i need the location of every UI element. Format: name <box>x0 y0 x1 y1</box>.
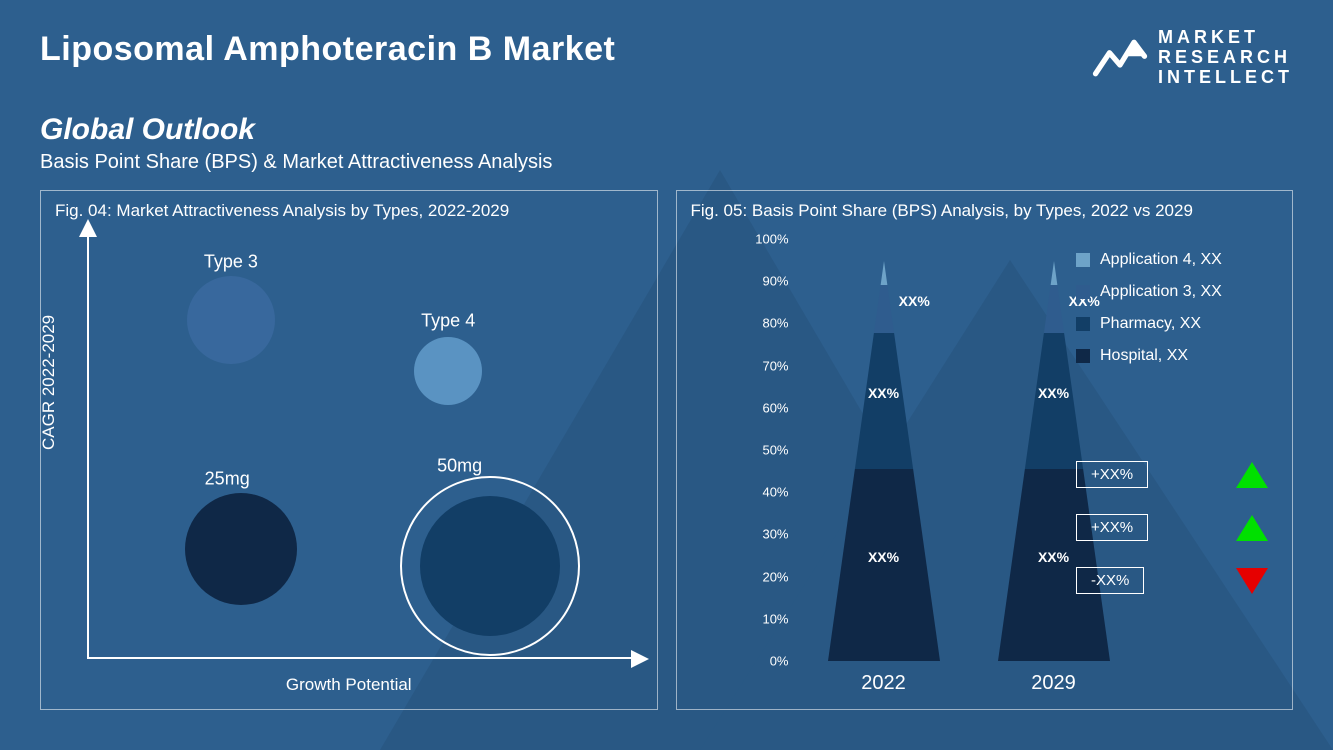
fig05-deltas: +XX% +XX% -XX% <box>1076 461 1268 620</box>
cone-segment-label: XX% <box>1038 385 1069 401</box>
logo-line2: RESEARCH <box>1158 48 1293 68</box>
bubble-label: Type 3 <box>204 251 258 272</box>
cone-segment-label: XX% <box>868 385 899 401</box>
y-tick-label: 60% <box>739 400 789 415</box>
y-tick-label: 30% <box>739 527 789 542</box>
cone-segment <box>880 261 887 285</box>
bubble <box>420 496 560 636</box>
fig05-title: Fig. 05: Basis Point Share (BPS) Analysi… <box>691 201 1279 221</box>
cone-segment <box>828 469 940 661</box>
y-tick-label: 0% <box>739 654 789 669</box>
y-tick-label: 100% <box>739 232 789 247</box>
triangle-down-icon <box>1236 568 1268 594</box>
y-tick-label: 20% <box>739 569 789 584</box>
legend-item: Pharmacy, XX <box>1076 315 1268 333</box>
panel-fig05: Fig. 05: Basis Point Share (BPS) Analysi… <box>676 190 1294 710</box>
subtitle-secondary: Basis Point Share (BPS) & Market Attract… <box>40 151 1293 174</box>
legend-label: Hospital, XX <box>1100 347 1188 365</box>
y-tick-label: 80% <box>739 316 789 331</box>
delta-row: +XX% <box>1076 514 1268 541</box>
cone-segment <box>1043 285 1063 333</box>
delta-badge: +XX% <box>1076 514 1148 541</box>
y-tick-label: 50% <box>739 443 789 458</box>
subtitle: Global Outlook <box>40 113 1293 147</box>
cone-x-label: 2029 <box>1031 672 1076 695</box>
cone-segment <box>854 333 912 469</box>
delta-row: -XX% <box>1076 567 1268 594</box>
legend-label: Application 4, XX <box>1100 251 1222 269</box>
cone-segment <box>873 285 893 333</box>
bubble <box>187 276 275 364</box>
legend-swatch <box>1076 317 1090 331</box>
fig04-x-axis-label: Growth Potential <box>41 675 657 695</box>
delta-row: +XX% <box>1076 461 1268 488</box>
legend-swatch <box>1076 285 1090 299</box>
legend-label: Application 3, XX <box>1100 283 1222 301</box>
panel-fig04: Fig. 04: Market Attractiveness Analysis … <box>40 190 658 710</box>
cone-segment-label: XX% <box>899 293 930 309</box>
fig05-legend: Application 4, XX Application 3, XX Pharma… <box>1076 251 1268 379</box>
logo-text: MARKET RESEARCH INTELLECT <box>1158 28 1293 87</box>
logo-mark-icon <box>1092 30 1148 86</box>
triangle-up-icon <box>1236 515 1268 541</box>
delta-badge: +XX% <box>1076 461 1148 488</box>
cone-segment <box>1024 333 1082 469</box>
cone-svg <box>828 261 940 661</box>
cone-segment <box>1050 261 1057 285</box>
cone-segment-label: XX% <box>1038 549 1069 565</box>
brand-logo: MARKET RESEARCH INTELLECT <box>1092 28 1293 87</box>
y-tick-label: 70% <box>739 358 789 373</box>
cone-x-label: 2022 <box>861 672 906 695</box>
y-tick-label: 90% <box>739 274 789 289</box>
bubble <box>185 493 297 605</box>
fig04-title: Fig. 04: Market Attractiveness Analysis … <box>55 201 643 221</box>
legend-swatch <box>1076 349 1090 363</box>
logo-line3: INTELLECT <box>1158 68 1293 88</box>
y-tick-label: 10% <box>739 611 789 626</box>
bubble-label: Type 4 <box>421 310 475 331</box>
legend-label: Pharmacy, XX <box>1100 315 1201 333</box>
triangle-up-icon <box>1236 462 1268 488</box>
fig04-y-axis <box>87 235 89 659</box>
y-tick-label: 40% <box>739 485 789 500</box>
fig04-y-axis-label: CAGR 2022-2029 <box>39 315 59 450</box>
cone-column: XX%XX%XX%2022 <box>809 239 959 661</box>
logo-line1: MARKET <box>1158 28 1293 48</box>
legend-item: Hospital, XX <box>1076 347 1268 365</box>
legend-swatch <box>1076 253 1090 267</box>
delta-badge: -XX% <box>1076 567 1144 594</box>
legend-item: Application 3, XX <box>1076 283 1268 301</box>
fig04-plot-area: Type 3 Type 4 25mg 50mg <box>117 235 635 659</box>
bubble-label: 50mg <box>437 455 482 476</box>
arrow-up-icon <box>79 219 97 237</box>
cone-segment-label: XX% <box>868 549 899 565</box>
bubble-label: 25mg <box>205 468 250 489</box>
legend-item: Application 4, XX <box>1076 251 1268 269</box>
fig05-y-ticks: 0%10%20%30%40%50%60%70%80%90%100% <box>739 239 789 661</box>
bubble <box>414 337 482 405</box>
